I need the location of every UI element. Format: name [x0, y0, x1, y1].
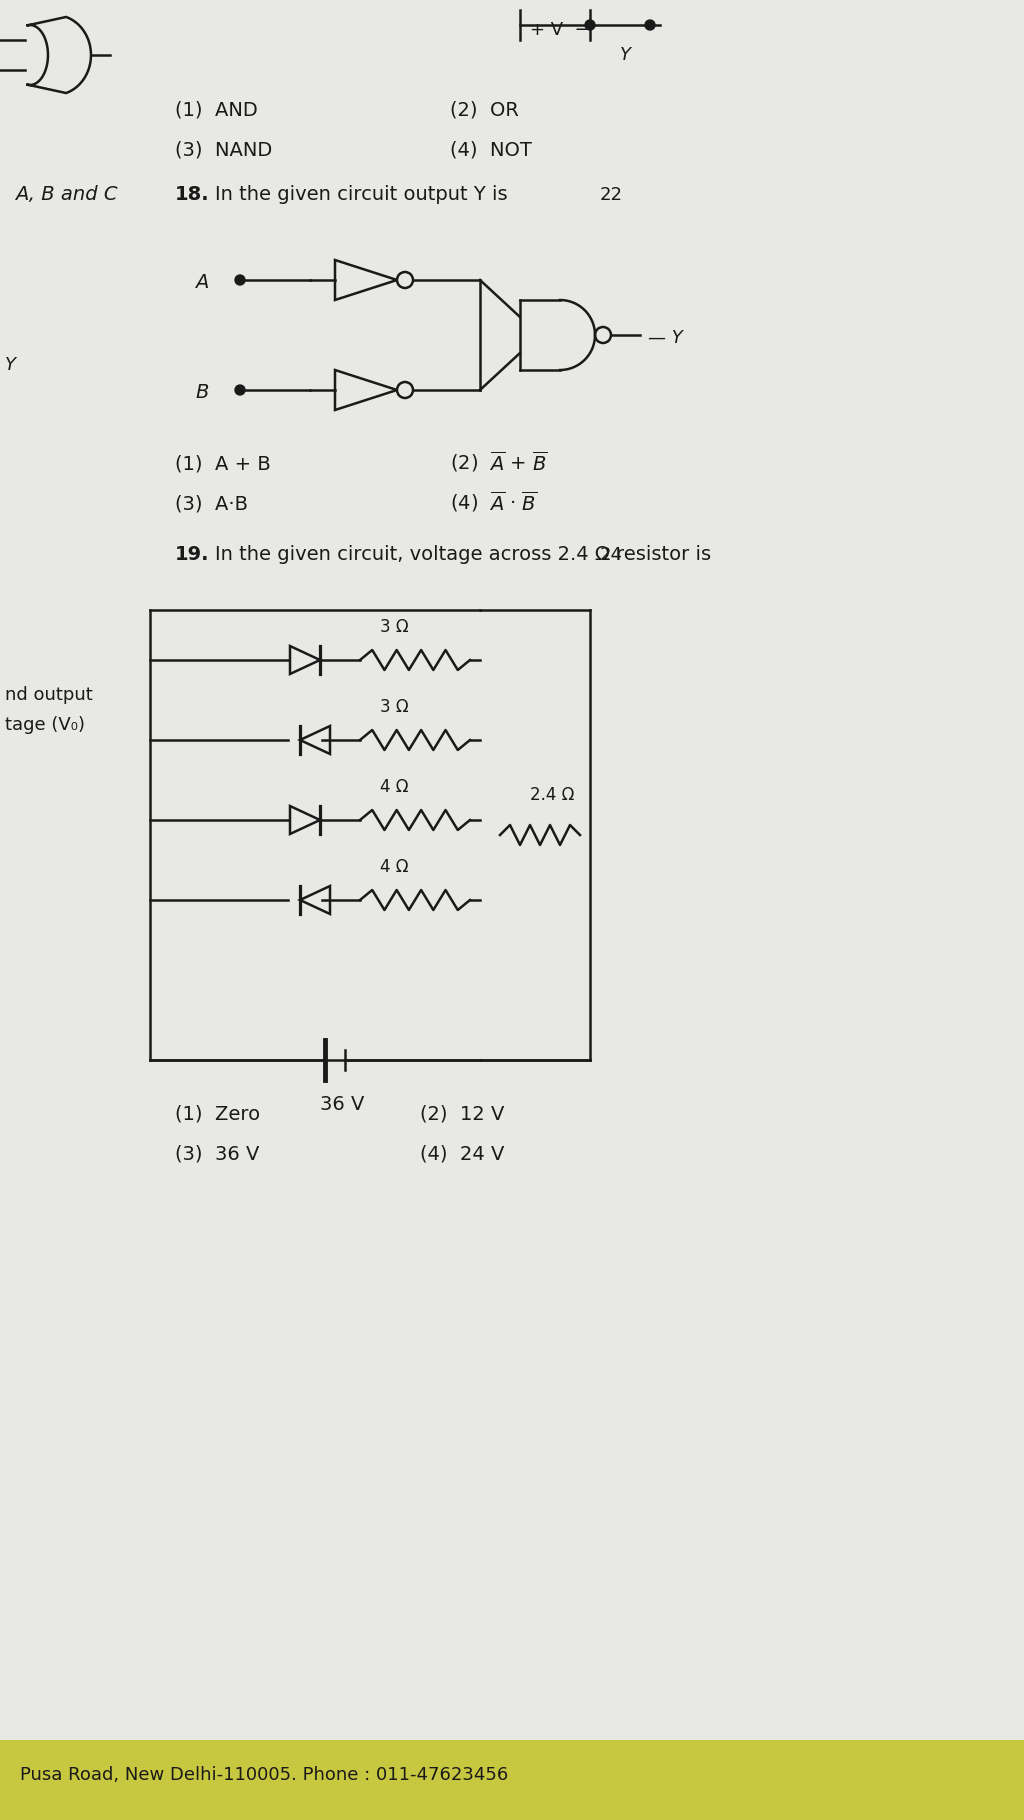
Text: (2)  $\overline{A}$ + $\overline{B}$: (2) $\overline{A}$ + $\overline{B}$	[450, 450, 548, 475]
Text: (1)  Zero: (1) Zero	[175, 1105, 260, 1125]
Text: (4)  24 V: (4) 24 V	[420, 1145, 505, 1165]
Text: — Y: — Y	[648, 329, 683, 348]
Text: nd output: nd output	[5, 686, 93, 704]
Text: 2.4 Ω: 2.4 Ω	[530, 786, 574, 804]
Text: (3)  36 V: (3) 36 V	[175, 1145, 259, 1165]
Text: 3 Ω: 3 Ω	[380, 699, 409, 715]
Text: In the given circuit, voltage across 2.4 Ω resistor is: In the given circuit, voltage across 2.4…	[215, 544, 711, 564]
Text: 36 V: 36 V	[319, 1096, 365, 1114]
Text: (3)  NAND: (3) NAND	[175, 140, 272, 158]
Text: (1)  A + B: (1) A + B	[175, 455, 270, 473]
Text: (2)  OR: (2) OR	[450, 100, 519, 118]
Circle shape	[585, 20, 595, 29]
Text: 3 Ω: 3 Ω	[380, 619, 409, 635]
Text: 4 Ω: 4 Ω	[380, 857, 409, 875]
Text: + V  −: + V −	[530, 22, 590, 38]
Text: (3)  A·B: (3) A·B	[175, 495, 248, 513]
Text: 24: 24	[600, 546, 623, 564]
Text: A, B and C: A, B and C	[15, 186, 118, 204]
Text: (1)  AND: (1) AND	[175, 100, 258, 118]
Text: In the given circuit output Y is: In the given circuit output Y is	[215, 186, 508, 204]
Text: B: B	[195, 382, 208, 402]
Text: 19.: 19.	[175, 544, 210, 564]
Text: (4)  $\overline{A}$ · $\overline{B}$: (4) $\overline{A}$ · $\overline{B}$	[450, 490, 538, 515]
Text: Y: Y	[620, 46, 631, 64]
Text: 18.: 18.	[175, 186, 210, 204]
Bar	[0, 1740, 1024, 1820]
Text: Pusa Road, New Delhi-110005. Phone : 011-47623456: Pusa Road, New Delhi-110005. Phone : 011…	[20, 1765, 508, 1784]
Text: A: A	[195, 273, 208, 291]
Text: (4)  NOT: (4) NOT	[450, 140, 531, 158]
Text: 22: 22	[600, 186, 623, 204]
Circle shape	[234, 386, 245, 395]
Circle shape	[645, 20, 655, 29]
Text: 4 Ω: 4 Ω	[380, 777, 409, 795]
Text: tage (V₀): tage (V₀)	[5, 715, 85, 733]
Text: (2)  12 V: (2) 12 V	[420, 1105, 505, 1125]
Text: Y: Y	[5, 357, 16, 373]
Circle shape	[234, 275, 245, 286]
